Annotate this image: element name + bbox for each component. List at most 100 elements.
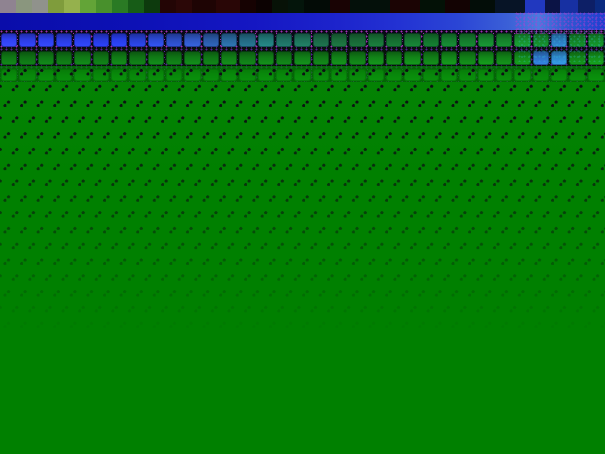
strip-block [420, 0, 445, 13]
glitch-tile [147, 33, 164, 47]
glitch-tile [202, 51, 219, 65]
strip-block [16, 0, 32, 13]
strip-block [330, 0, 350, 13]
glitch-tile [92, 51, 109, 65]
glitch-tile [330, 51, 348, 65]
glitch-tile [19, 51, 36, 65]
glitch-tile [220, 33, 238, 47]
glitch-tile [495, 51, 513, 65]
glitch-tile [514, 51, 531, 65]
glitch-tile [404, 51, 421, 65]
glitch-tile [367, 33, 384, 47]
strip-block [595, 0, 605, 13]
glitch-speckle-overlay [515, 12, 605, 34]
glitch-tile [37, 51, 54, 65]
glitch-tile [55, 33, 73, 47]
tile-row-a [0, 30, 605, 48]
glitch-tile [294, 33, 311, 47]
strip-block [560, 0, 578, 13]
glitch-tile [312, 33, 329, 47]
glitch-tile [1, 51, 18, 65]
strip-block [176, 0, 192, 13]
strip-block [390, 0, 420, 13]
strip-block [525, 0, 545, 13]
strip-block [256, 0, 272, 13]
tile-row-b [0, 48, 605, 66]
dot-field [0, 64, 605, 454]
glitch-tile [129, 51, 146, 65]
glitch-tile [37, 33, 54, 47]
glitch-tile [569, 33, 586, 47]
glitch-tile [74, 51, 91, 65]
strip-block [304, 0, 330, 13]
glitch-tile [440, 51, 458, 65]
glitch-tile [202, 33, 219, 47]
strip-block [96, 0, 112, 13]
strip-block [445, 0, 470, 13]
glitch-tile [165, 33, 183, 47]
strip-block [240, 0, 256, 13]
glitch-tile [587, 33, 604, 47]
glitch-tile [220, 51, 238, 65]
glitch-tile [459, 51, 476, 65]
glitch-tile [110, 33, 128, 47]
strip-block [128, 0, 144, 13]
glitch-tile [514, 33, 531, 47]
strip-block [216, 0, 240, 13]
glitch-tile [367, 51, 384, 65]
strip-block [192, 0, 216, 13]
glitch-tile [550, 33, 568, 47]
strip-block [32, 0, 48, 13]
strip-block [144, 0, 160, 13]
glitch-tile [587, 51, 604, 65]
strip-block [578, 0, 595, 13]
glitch-tile [129, 33, 146, 47]
strip-block [272, 0, 288, 13]
glitch-tile [385, 33, 403, 47]
strip-block [80, 0, 96, 13]
strip-block [545, 0, 560, 13]
glitch-tile [330, 33, 348, 47]
glitch-tile [110, 51, 128, 65]
glitch-tile [385, 51, 403, 65]
glitch-tile [184, 51, 201, 65]
glitch-tile [184, 33, 201, 47]
glitch-tile [257, 51, 274, 65]
glitch-tile [495, 33, 513, 47]
strip-block [495, 0, 525, 13]
glitch-tile [275, 33, 293, 47]
strip-block [160, 0, 176, 13]
strip-block [470, 0, 495, 13]
strip-block [112, 0, 128, 13]
glitch-tile [55, 51, 73, 65]
strip-block [350, 0, 390, 13]
top-strip [0, 0, 605, 13]
strip-block [64, 0, 80, 13]
glitch-tile [440, 33, 458, 47]
glitch-tile [459, 33, 476, 47]
glitch-tile [239, 33, 256, 47]
glitch-tile [569, 51, 586, 65]
strip-block [288, 0, 304, 13]
glitch-tile [74, 33, 91, 47]
glitch-tile [1, 33, 18, 47]
glitch-tile [532, 51, 549, 65]
glitch-tile [404, 33, 421, 47]
glitch-tile [294, 51, 311, 65]
glitch-speckle-overlay [518, 30, 605, 62]
glitch-tile [312, 51, 329, 65]
glitch-tile [477, 33, 494, 47]
glitch-tile [532, 33, 549, 47]
glitch-tile [349, 33, 366, 47]
title-band [0, 13, 605, 30]
glitch-tile [422, 51, 439, 65]
glitch-tile [550, 51, 568, 65]
glitch-tile [239, 51, 256, 65]
glitch-tile [275, 51, 293, 65]
strip-block [0, 0, 16, 13]
glitch-tile [349, 51, 366, 65]
glitch-tile [19, 33, 36, 47]
glitch-tile [92, 33, 109, 47]
glitch-tile [422, 33, 439, 47]
